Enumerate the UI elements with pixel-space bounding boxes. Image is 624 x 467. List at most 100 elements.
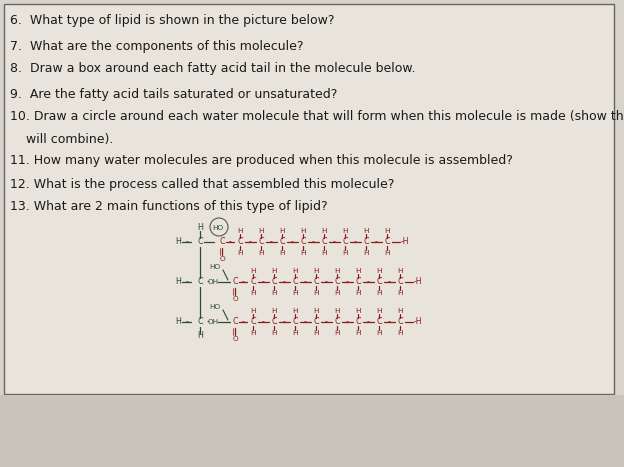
Text: -: - <box>388 277 391 286</box>
Text: C: C <box>397 277 403 286</box>
Text: H: H <box>292 268 298 274</box>
Text: H: H <box>313 308 319 314</box>
Text: H: H <box>250 330 256 336</box>
Text: H: H <box>363 250 369 256</box>
Text: -: - <box>311 238 314 247</box>
Text: 6.  What type of lipid is shown in the picture below?: 6. What type of lipid is shown in the pi… <box>10 14 334 27</box>
Text: C: C <box>250 277 256 286</box>
Text: H: H <box>175 277 181 286</box>
Text: H: H <box>271 308 277 314</box>
Text: C: C <box>197 318 203 326</box>
Text: 11. How many water molecules are produced when this molecule is assembled?: 11. How many water molecules are produce… <box>10 154 513 167</box>
Text: C: C <box>232 277 238 286</box>
Text: -: - <box>228 238 232 247</box>
Text: H: H <box>321 228 327 234</box>
Text: -H: -H <box>414 318 422 326</box>
Text: -: - <box>207 318 210 326</box>
Text: H: H <box>355 308 361 314</box>
Text: -: - <box>207 277 210 286</box>
Text: -: - <box>303 318 306 326</box>
Text: C: C <box>232 318 238 326</box>
Text: H: H <box>384 250 390 256</box>
Text: will combine).: will combine). <box>10 133 114 146</box>
Text: H: H <box>271 290 277 296</box>
Text: -: - <box>354 238 356 247</box>
Text: OH: OH <box>207 319 218 325</box>
Text: H: H <box>197 332 203 340</box>
Text: H: H <box>376 268 382 274</box>
Text: H: H <box>355 290 361 296</box>
Text: C: C <box>342 238 348 247</box>
Text: H: H <box>237 228 243 234</box>
Text: HO: HO <box>212 225 223 231</box>
Text: H: H <box>197 222 203 232</box>
Text: C: C <box>376 318 382 326</box>
Text: H: H <box>271 330 277 336</box>
Text: H: H <box>363 228 369 234</box>
Text: O: O <box>232 336 238 342</box>
Text: H: H <box>397 290 402 296</box>
Text: H: H <box>334 330 339 336</box>
Text: C: C <box>250 318 256 326</box>
Text: O: O <box>219 256 225 262</box>
Text: -: - <box>291 238 293 247</box>
Text: H: H <box>250 268 256 274</box>
Text: H: H <box>300 250 306 256</box>
Text: H: H <box>280 250 285 256</box>
Text: OH: OH <box>207 279 218 285</box>
Text: -: - <box>324 277 328 286</box>
Text: -: - <box>261 277 265 286</box>
Text: H: H <box>175 238 181 247</box>
Text: -H: -H <box>401 238 409 247</box>
Text: H: H <box>313 290 319 296</box>
Text: -: - <box>185 238 188 247</box>
Text: HO: HO <box>210 304 220 310</box>
Text: C: C <box>363 238 369 247</box>
Text: -: - <box>324 318 328 326</box>
Text: -: - <box>346 318 348 326</box>
Text: C: C <box>334 277 340 286</box>
Text: H: H <box>250 308 256 314</box>
Text: H: H <box>300 228 306 234</box>
Text: H: H <box>384 228 390 234</box>
Text: H: H <box>175 318 181 326</box>
Text: H: H <box>334 308 339 314</box>
Text: H: H <box>397 330 402 336</box>
Text: H: H <box>397 268 402 274</box>
Text: H: H <box>355 330 361 336</box>
Text: C: C <box>321 238 327 247</box>
Text: C: C <box>197 277 203 286</box>
Text: C: C <box>300 238 306 247</box>
Text: H: H <box>376 330 382 336</box>
Text: H: H <box>258 228 264 234</box>
Text: -: - <box>346 277 348 286</box>
Text: H: H <box>292 330 298 336</box>
Text: H: H <box>355 268 361 274</box>
Text: C: C <box>376 277 382 286</box>
Text: C: C <box>219 238 225 247</box>
Text: -H: -H <box>414 277 422 286</box>
Text: O: O <box>232 296 238 302</box>
Text: H: H <box>397 308 402 314</box>
Text: C: C <box>237 238 243 247</box>
Text: C: C <box>355 318 361 326</box>
Text: H: H <box>250 290 256 296</box>
Text: -: - <box>366 318 369 326</box>
Text: HO: HO <box>210 264 220 270</box>
Text: -: - <box>185 277 188 286</box>
Text: H: H <box>292 290 298 296</box>
Bar <box>4 4 614 394</box>
Text: H: H <box>321 250 327 256</box>
Text: H: H <box>334 290 339 296</box>
Text: -: - <box>241 277 245 286</box>
Text: -: - <box>185 318 188 326</box>
Text: -: - <box>374 238 378 247</box>
Text: -: - <box>270 238 273 247</box>
Text: 10. Draw a circle around each water molecule that will form when this molecule i: 10. Draw a circle around each water mole… <box>10 110 624 123</box>
Text: -: - <box>283 318 285 326</box>
Text: 8.  Draw a box around each fatty acid tail in the molecule below.: 8. Draw a box around each fatty acid tai… <box>10 62 416 75</box>
Text: C: C <box>397 318 403 326</box>
Text: H: H <box>292 308 298 314</box>
Text: -: - <box>241 318 245 326</box>
Text: C: C <box>271 277 277 286</box>
